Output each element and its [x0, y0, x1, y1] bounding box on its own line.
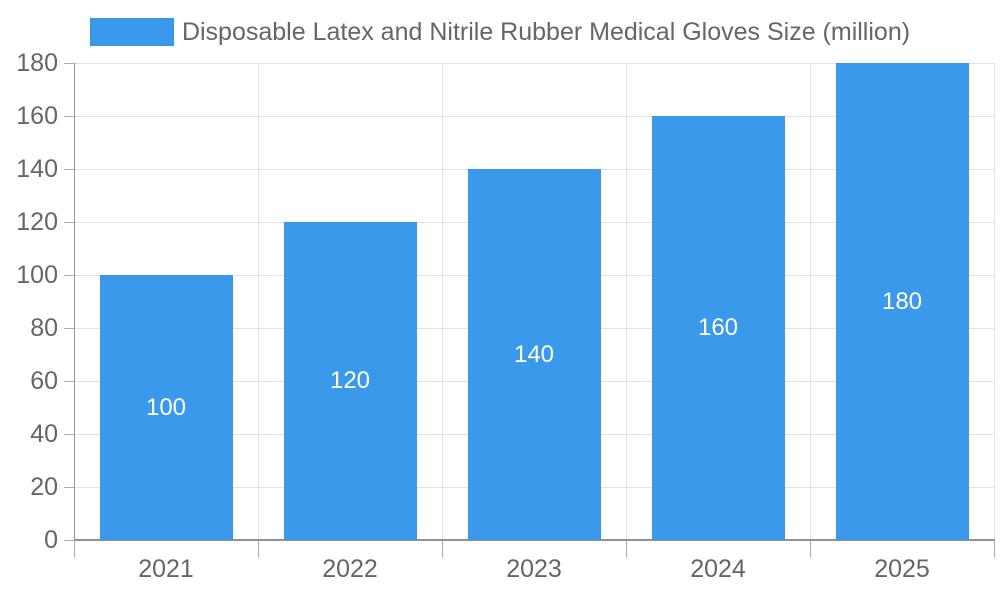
y-axis-line — [74, 63, 75, 540]
y-axis-label: 0 — [44, 526, 58, 554]
x-axis-tick — [74, 540, 75, 558]
y-axis-label: 20 — [30, 473, 58, 501]
bar-value-label: 180 — [881, 287, 923, 315]
y-axis-label: 160 — [16, 102, 58, 130]
y-axis-label: 140 — [16, 155, 58, 183]
y-axis-label: 180 — [16, 49, 58, 77]
y-axis-label: 60 — [30, 367, 58, 395]
bar-value-label: 160 — [697, 314, 739, 341]
y-axis-tick — [64, 433, 74, 435]
y-axis-label: 40 — [30, 420, 58, 448]
x-axis-label: 2023 — [506, 555, 562, 583]
y-axis-tick — [64, 274, 74, 276]
legend-label: Disposable Latex and Nitrile Rubber Medi… — [181, 17, 911, 46]
y-axis-label: 100 — [16, 261, 58, 289]
x-axis-tick — [810, 540, 811, 558]
bar-2025: 180 — [835, 63, 969, 540]
y-axis-tick — [64, 221, 74, 223]
bar-2022: 120 — [283, 222, 417, 540]
x-axis-label: 2021 — [138, 555, 194, 583]
x-axis-tick — [442, 540, 443, 558]
gridline-vertical — [442, 63, 443, 540]
bar-value-label: 100 — [145, 393, 187, 421]
x-axis-line — [74, 539, 995, 541]
x-axis-label: 2025 — [874, 555, 930, 583]
x-axis-tick — [994, 540, 995, 558]
y-axis-label: 80 — [30, 314, 58, 342]
gridline-horizontal — [74, 62, 995, 64]
legend-swatch — [89, 18, 174, 46]
x-axis-label: 2024 — [690, 555, 746, 583]
gridline-horizontal — [74, 115, 995, 117]
bar-2021: 100 — [99, 275, 233, 540]
y-axis-tick — [64, 115, 74, 117]
y-axis-tick — [64, 327, 74, 329]
gridline-vertical — [810, 63, 811, 540]
y-axis-tick — [64, 486, 74, 488]
bar-value-label: 120 — [329, 367, 371, 394]
x-axis-label: 2022 — [322, 555, 378, 583]
gridline-vertical — [626, 63, 627, 540]
bar-2023: 140 — [467, 169, 601, 540]
y-axis-tick — [64, 380, 74, 382]
gridline-vertical — [994, 63, 995, 540]
y-axis-tick — [64, 168, 74, 170]
x-axis-tick — [626, 540, 627, 558]
gridline-vertical — [258, 63, 259, 540]
legend: Disposable Latex and Nitrile Rubber Medi… — [0, 17, 1000, 47]
bar-value-label: 140 — [513, 340, 555, 368]
x-axis-tick — [258, 540, 259, 558]
y-axis-tick — [64, 62, 74, 64]
y-axis-tick — [64, 539, 74, 541]
y-axis-label: 120 — [16, 208, 58, 236]
bar-2024: 160 — [651, 116, 785, 540]
